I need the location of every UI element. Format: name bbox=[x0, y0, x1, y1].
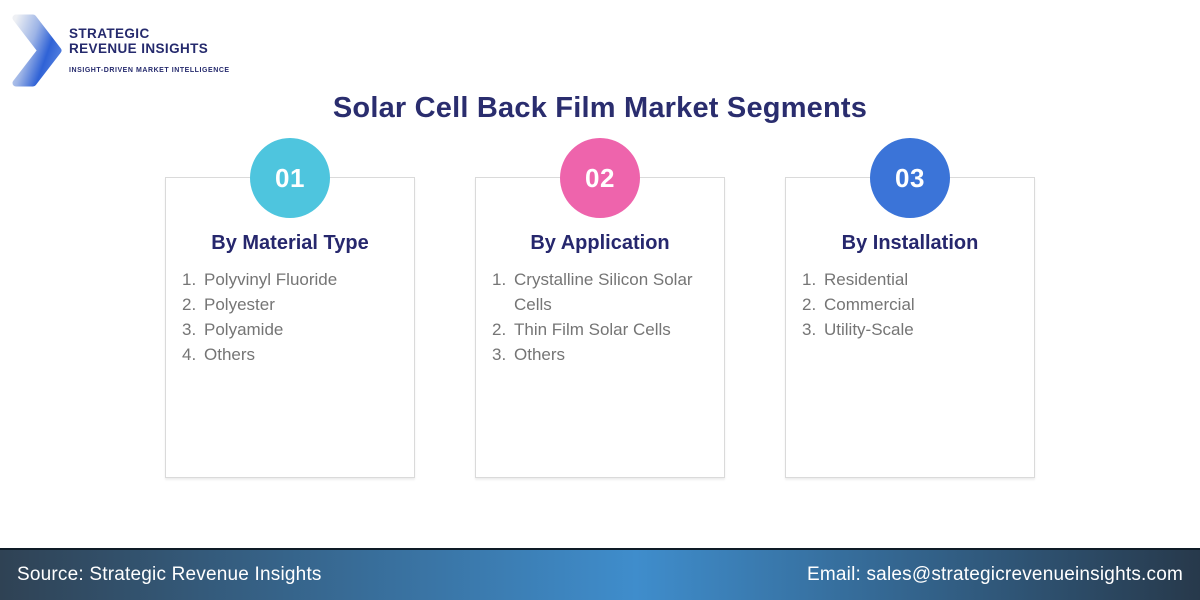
list-item: 2. Polyester bbox=[182, 292, 404, 317]
list-item: 4. Others bbox=[182, 342, 404, 367]
card-number-badge-03: 03 bbox=[870, 138, 950, 218]
list-item-text: Utility-Scale bbox=[824, 320, 914, 339]
list-item-text: Crystalline Silicon Solar Cells bbox=[514, 270, 693, 314]
page-title: Solar Cell Back Film Market Segments bbox=[332, 92, 868, 124]
list-item-number: 1. bbox=[802, 270, 817, 289]
list-item-number: 2. bbox=[492, 320, 507, 339]
card-by-material-type: 01 By Material Type 1. Polyvinyl Fluorid… bbox=[165, 138, 415, 478]
list-item: 2. Thin Film Solar Cells bbox=[492, 317, 714, 342]
card-number-badge-01: 01 bbox=[250, 138, 330, 218]
list-item-text: Polyamide bbox=[204, 320, 284, 339]
logo-tagline: INSIGHT-DRIVEN MARKET INTELLIGENCE bbox=[69, 67, 230, 74]
footer-bar: Source: Strategic Revenue Insights Email… bbox=[0, 548, 1200, 600]
card-by-installation: 03 By Installation 1. Residential 2. Com… bbox=[785, 138, 1035, 478]
card-list-installation: 1. Residential 2. Commercial 3. Utility-… bbox=[786, 267, 1034, 342]
card-by-application: 02 By Application 1. Crystalline Silicon… bbox=[475, 138, 725, 478]
list-item-text: Thin Film Solar Cells bbox=[514, 320, 671, 339]
list-item: 3. Utility-Scale bbox=[802, 317, 1024, 342]
list-item-number: 3. bbox=[182, 320, 197, 339]
list-item-number: 2. bbox=[182, 295, 197, 314]
list-item: 2. Commercial bbox=[802, 292, 1024, 317]
card-heading-application: By Application bbox=[530, 232, 670, 254]
list-item-text: Polyvinyl Fluoride bbox=[204, 270, 338, 289]
list-item-number: 4. bbox=[182, 345, 197, 364]
list-item-text: Others bbox=[514, 345, 566, 364]
segment-cards: 01 By Material Type 1. Polyvinyl Fluorid… bbox=[165, 138, 1035, 478]
list-item-number: 3. bbox=[802, 320, 817, 339]
footer-source-text: Source: Strategic Revenue Insights bbox=[17, 564, 322, 585]
list-item-number: 1. bbox=[182, 270, 197, 289]
footer-email-text: Email: sales@strategicrevenueinsights.co… bbox=[807, 564, 1183, 585]
list-item-text: Commercial bbox=[824, 295, 915, 314]
list-item: 1. Polyvinyl Fluoride bbox=[182, 267, 404, 292]
list-item: 3. Polyamide bbox=[182, 317, 404, 342]
logo-name-line2: REVENUE INSIGHTS bbox=[69, 41, 209, 56]
list-item-text: Others bbox=[204, 345, 256, 364]
card-number-badge-02: 02 bbox=[560, 138, 640, 218]
list-item-text: Residential bbox=[824, 270, 909, 289]
list-item-number: 1. bbox=[492, 270, 507, 289]
list-item: 1. Residential bbox=[802, 267, 1024, 292]
card-list-application: 1. Crystalline Silicon Solar Cells 2. Th… bbox=[476, 267, 724, 367]
card-heading-installation: By Installation bbox=[841, 232, 979, 254]
card-heading-material-type: By Material Type bbox=[211, 232, 369, 254]
list-item: 1. Crystalline Silicon Solar Cells bbox=[492, 267, 714, 317]
list-item: 3. Others bbox=[492, 342, 714, 367]
brand-logo: STRATEGIC REVENUE INSIGHTS INSIGHT-DRIVE… bbox=[12, 14, 230, 87]
logo-name-line1: STRATEGIC bbox=[69, 26, 150, 41]
list-item-number: 2. bbox=[802, 295, 817, 314]
logo-chevron-icon bbox=[12, 14, 62, 87]
card-list-material-type: 1. Polyvinyl Fluoride 2. Polyester 3. Po… bbox=[166, 267, 414, 367]
list-item-number: 3. bbox=[492, 345, 507, 364]
logo-text: STRATEGIC REVENUE INSIGHTS INSIGHT-DRIVE… bbox=[69, 14, 230, 74]
list-item-text: Polyester bbox=[204, 295, 275, 314]
